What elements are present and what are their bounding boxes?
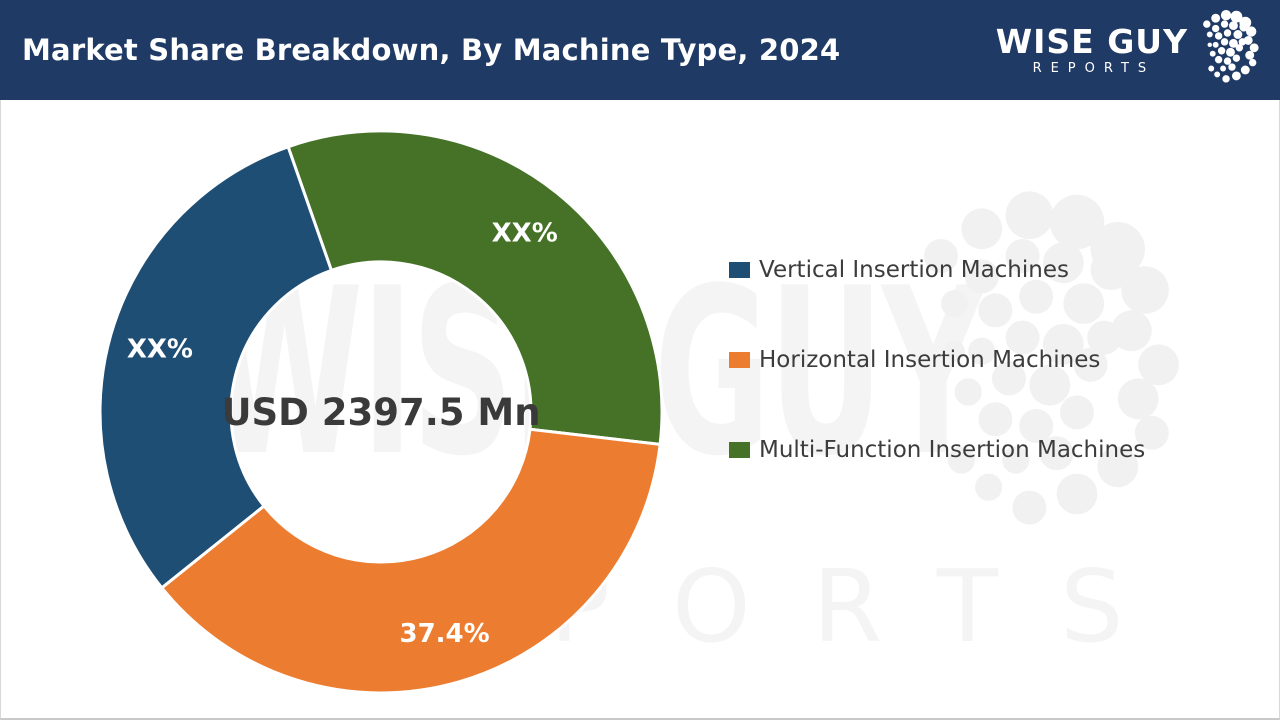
slice-label-multi-function-insertion-machines: XX% [492,218,558,248]
slice-label-vertical-insertion-machines: XX% [127,335,193,365]
chart-legend: Vertical Insertion Machines Horizontal I… [729,255,1145,465]
donut-segment-horizontal-insertion-machines [159,427,662,695]
legend-item-multi-function-insertion-machines: Multi-Function Insertion Machines [729,435,1145,465]
slice-label-horizontal-insertion-machines: 37.4% [399,619,489,649]
donut-chart: XX% 37.4% XX% USD 2397.5 Mn [98,129,664,695]
legend-swatch-multi-function [729,442,750,458]
header-bar: Market Share Breakdown, By Machine Type,… [0,0,1280,100]
page-title: Market Share Breakdown, By Machine Type,… [22,33,841,67]
legend-item-horizontal-insertion-machines: Horizontal Insertion Machines [729,345,1145,375]
logo-brand: WISE GUY [995,21,1188,61]
legend-swatch-horizontal [729,352,750,368]
legend-label-horizontal: Horizontal Insertion Machines [759,347,1101,373]
legend-label-vertical: Vertical Insertion Machines [759,257,1069,283]
donut-segment-multi-function-insertion-machines [286,129,664,447]
content-area: WISE GUY REPORTS XX% 37.4% XX% USD 2397.5 M… [0,100,1280,720]
logo-text: WISE GUY REPORTS [995,21,1188,76]
face-profile-icon [1192,9,1266,91]
wiseguy-logo: WISE GUY REPORTS [996,9,1266,91]
legend-item-vertical-insertion-machines: Vertical Insertion Machines [729,255,1145,285]
donut-center-label: USD 2397.5 Mn [221,391,540,434]
donut-segment-vertical-insertion-machines [98,144,334,590]
legend-swatch-vertical [729,262,750,278]
logo-sub: REPORTS [1032,60,1156,76]
legend-label-multi-function: Multi-Function Insertion Machines [759,437,1146,463]
